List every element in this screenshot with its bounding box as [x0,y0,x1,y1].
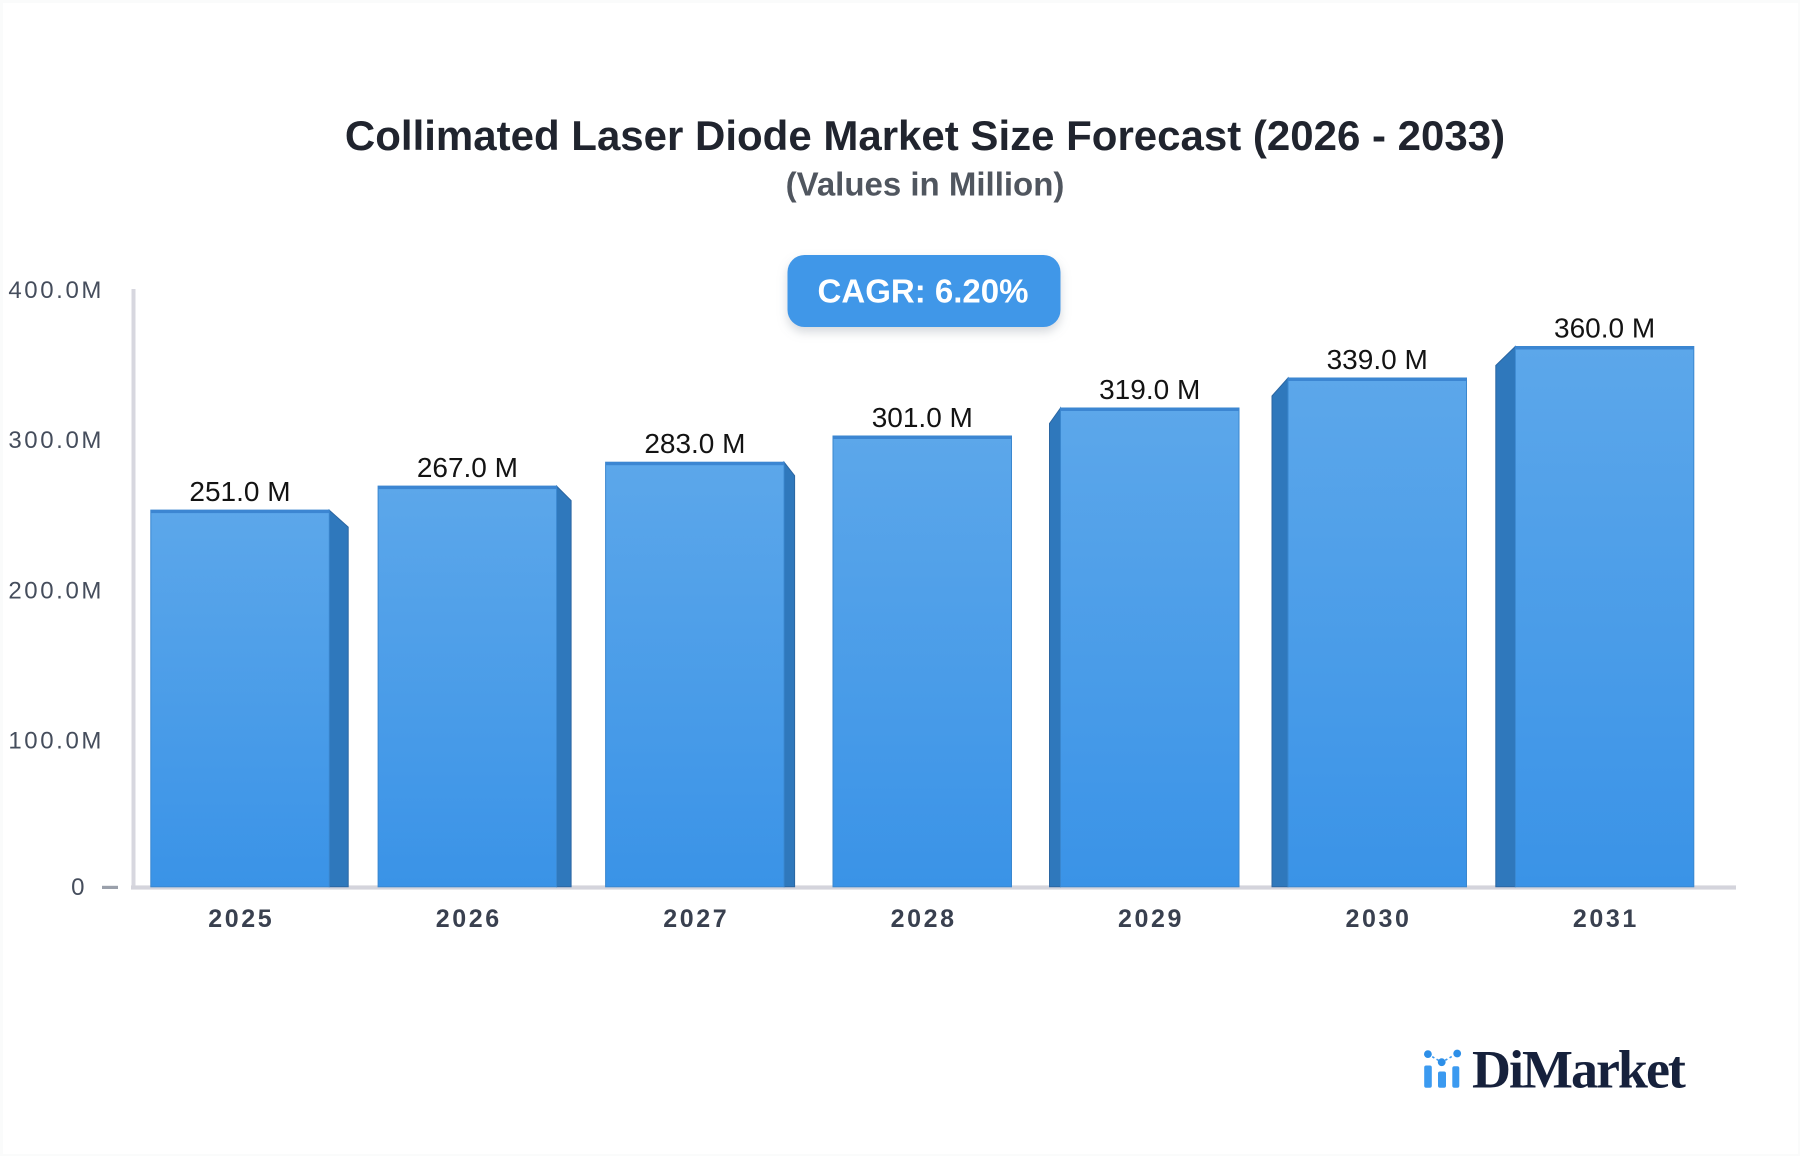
svg-text:251.0 M: 251.0 M [189,476,290,507]
svg-text:0: 0 [71,874,84,901]
svg-text:100.0M: 100.0M [8,727,104,754]
svg-text:301.0 M: 301.0 M [872,402,973,433]
svg-text:200.0M: 200.0M [8,577,104,604]
svg-text:319.0 M: 319.0 M [1099,374,1200,405]
svg-text:DiMarket: DiMarket [1472,1040,1686,1100]
svg-text:2026: 2026 [436,905,502,933]
svg-text:360.0 M: 360.0 M [1554,313,1655,344]
svg-text:2025: 2025 [208,905,274,933]
svg-text:339.0 M: 339.0 M [1327,344,1428,375]
svg-text:300.0M: 300.0M [8,427,104,454]
svg-text:267.0 M: 267.0 M [417,452,518,483]
svg-text:2028: 2028 [891,905,957,933]
svg-text:2030: 2030 [1345,905,1411,933]
svg-text:400.0M: 400.0M [8,277,104,304]
svg-text:283.0 M: 283.0 M [644,428,745,459]
svg-text:2031: 2031 [1573,905,1639,933]
svg-text:Collimated Laser Diode Market: Collimated Laser Diode Market Size Forec… [345,112,1505,159]
svg-text:2029: 2029 [1118,905,1184,933]
svg-text:2027: 2027 [663,905,729,933]
svg-text:(Values in Million): (Values in Million) [786,166,1065,203]
svg-text:CAGR: 6.20%: CAGR: 6.20% [818,273,1029,310]
